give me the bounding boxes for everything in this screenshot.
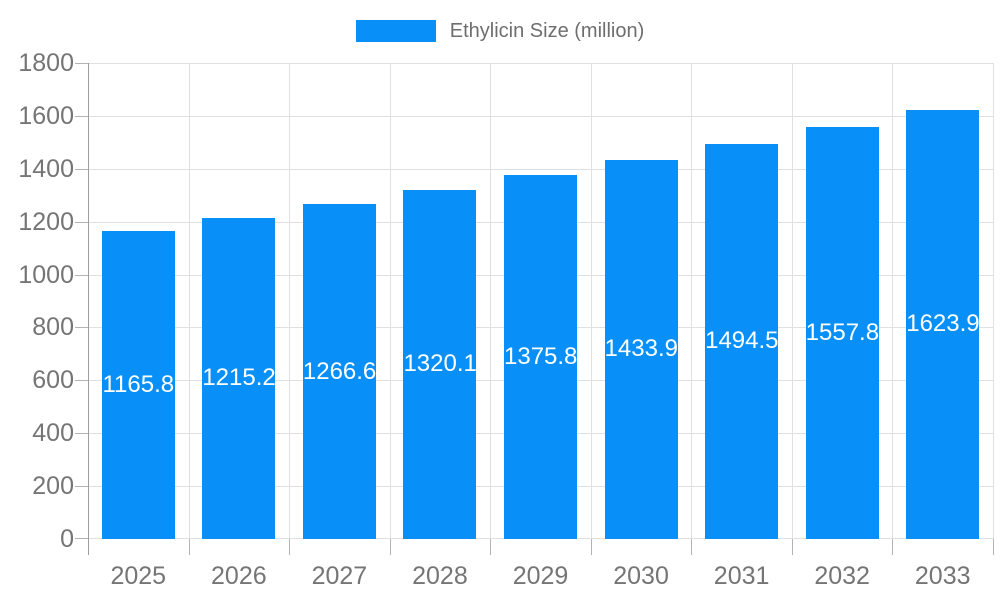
- x-tick: [289, 539, 290, 555]
- legend[interactable]: Ethylicin Size (million): [0, 20, 1000, 42]
- y-gridline: [88, 116, 993, 117]
- bar-2030[interactable]: 1433.9: [604, 159, 678, 539]
- y-tick: [75, 169, 88, 170]
- x-axis-label-2031: 2031: [713, 562, 770, 590]
- y-axis-label: 200: [32, 472, 74, 501]
- x-axis-label-2032: 2032: [814, 562, 870, 590]
- x-tick: [390, 539, 391, 555]
- y-axis-label: 1200: [18, 207, 74, 236]
- bar-2025[interactable]: 1165.8: [101, 230, 175, 539]
- y-tick: [75, 538, 88, 539]
- bar-2031[interactable]: 1494.5: [705, 143, 779, 539]
- bar-2029[interactable]: 1375.8: [504, 175, 577, 539]
- bar-2033[interactable]: 1623.9: [906, 109, 980, 539]
- bar-value-label: 1266.6: [302, 357, 377, 385]
- x-tick: [490, 539, 491, 555]
- x-tick: [189, 539, 190, 555]
- y-axis-label: 1600: [18, 101, 74, 130]
- x-axis-label-2029: 2029: [512, 562, 569, 590]
- plot-area: 0 200 400 600 800 1000 1200 1400 1600 1800 1165.8 2…: [18, 49, 994, 590]
- y-tick: [75, 433, 88, 434]
- category-boundary-line: [792, 63, 793, 539]
- y-axis-label: 800: [32, 313, 74, 342]
- category-boundary-line: [591, 63, 592, 539]
- y-tick: [75, 275, 88, 276]
- y-tick: [75, 63, 88, 64]
- bar-2028[interactable]: 1320.1: [403, 189, 477, 539]
- x-tick: [792, 539, 793, 555]
- legend-label: Ethylicin Size (million): [449, 20, 645, 42]
- y-axis-label: 600: [32, 366, 74, 395]
- x-axis-label-2028: 2028: [412, 562, 468, 590]
- x-axis-label-2026: 2026: [211, 562, 267, 590]
- bar-value-label: 1557.8: [805, 319, 880, 347]
- x-tick: [892, 539, 893, 555]
- x-axis-label-2030: 2030: [613, 562, 669, 590]
- x-axis-label-2033: 2033: [914, 562, 971, 590]
- bar-value-label: 1433.9: [604, 335, 678, 363]
- y-axis-label: 1800: [18, 49, 74, 77]
- x-tick: [691, 539, 692, 555]
- bar-2026[interactable]: 1215.2: [202, 217, 276, 539]
- bar-value-label: 1623.9: [906, 310, 980, 338]
- y-axis-label: 400: [32, 419, 74, 448]
- category-boundary-line: [691, 63, 692, 539]
- bar-value-label: 1320.1: [403, 350, 477, 378]
- category-boundary-line: [993, 63, 994, 539]
- bar-value-label: 1494.5: [705, 327, 779, 355]
- x-axis-label-2025: 2025: [110, 562, 167, 590]
- legend-swatch: [355, 20, 436, 42]
- category-boundary-line: [490, 63, 491, 539]
- bar-value-label: 1165.8: [102, 370, 175, 398]
- bar-2032[interactable]: 1557.8: [805, 127, 880, 539]
- category-boundary-line: [892, 63, 893, 539]
- y-tick: [75, 486, 88, 487]
- y-axis-label: 1000: [18, 260, 74, 289]
- x-axis-label-2027: 2027: [311, 562, 368, 590]
- y-tick: [75, 380, 88, 381]
- y-tick: [75, 327, 88, 328]
- x-tick: [993, 539, 994, 555]
- y-tick: [75, 222, 88, 223]
- y-axis-label: 0: [60, 525, 74, 553]
- x-tick: [591, 539, 592, 555]
- y-axis-label: 1400: [18, 154, 74, 183]
- y-gridline: [88, 63, 993, 64]
- category-boundary-line: [189, 63, 190, 539]
- category-boundary-line: [390, 63, 391, 539]
- category-boundary-line: [289, 63, 290, 539]
- bar-value-label: 1215.2: [202, 364, 276, 392]
- bar-2027[interactable]: 1266.6: [302, 204, 377, 539]
- y-tick: [75, 116, 88, 117]
- y-axis-line: [88, 63, 89, 555]
- bar-value-label: 1375.8: [504, 343, 578, 371]
